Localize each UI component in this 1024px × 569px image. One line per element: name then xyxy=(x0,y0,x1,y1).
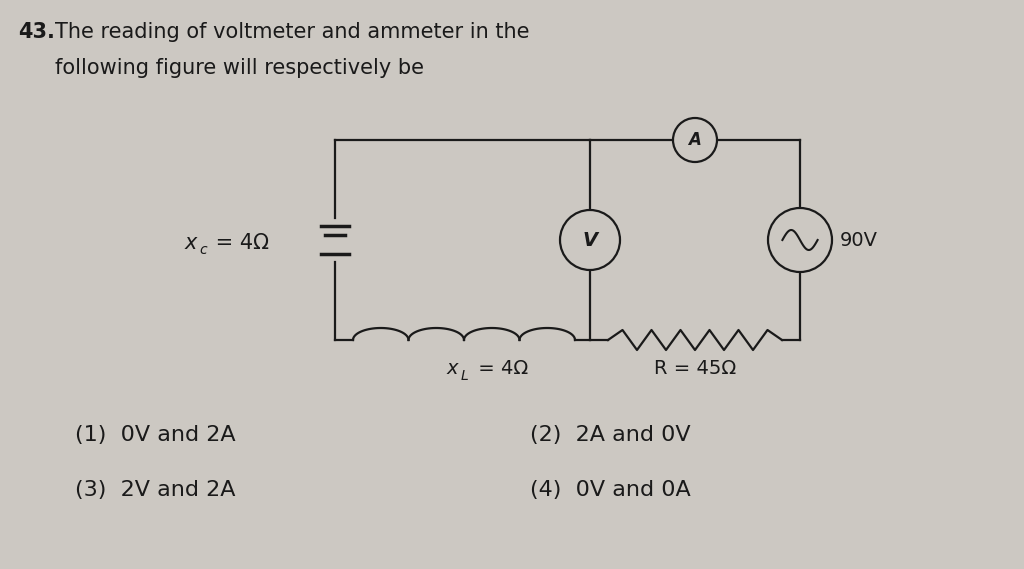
Text: (3)  2V and 2A: (3) 2V and 2A xyxy=(75,480,236,500)
Text: (2)  2A and 0V: (2) 2A and 0V xyxy=(530,425,690,445)
Text: = 4Ω: = 4Ω xyxy=(472,358,528,377)
Text: x: x xyxy=(185,233,198,253)
Text: The reading of voltmeter and ammeter in the: The reading of voltmeter and ammeter in … xyxy=(55,22,529,42)
Text: (1)  0V and 2A: (1) 0V and 2A xyxy=(75,425,236,445)
Text: A: A xyxy=(688,131,701,149)
Text: following figure will respectively be: following figure will respectively be xyxy=(55,58,424,78)
Text: c: c xyxy=(199,243,207,257)
Text: V: V xyxy=(583,230,598,249)
Circle shape xyxy=(673,118,717,162)
Text: 43.: 43. xyxy=(18,22,55,42)
Circle shape xyxy=(560,210,620,270)
Text: (4)  0V and 0A: (4) 0V and 0A xyxy=(530,480,691,500)
Circle shape xyxy=(768,208,831,272)
Text: L: L xyxy=(461,369,469,383)
Text: = 4Ω: = 4Ω xyxy=(209,233,269,253)
Text: 90V: 90V xyxy=(840,230,878,249)
Text: R = 45Ω: R = 45Ω xyxy=(654,358,736,377)
Text: x: x xyxy=(446,358,458,377)
